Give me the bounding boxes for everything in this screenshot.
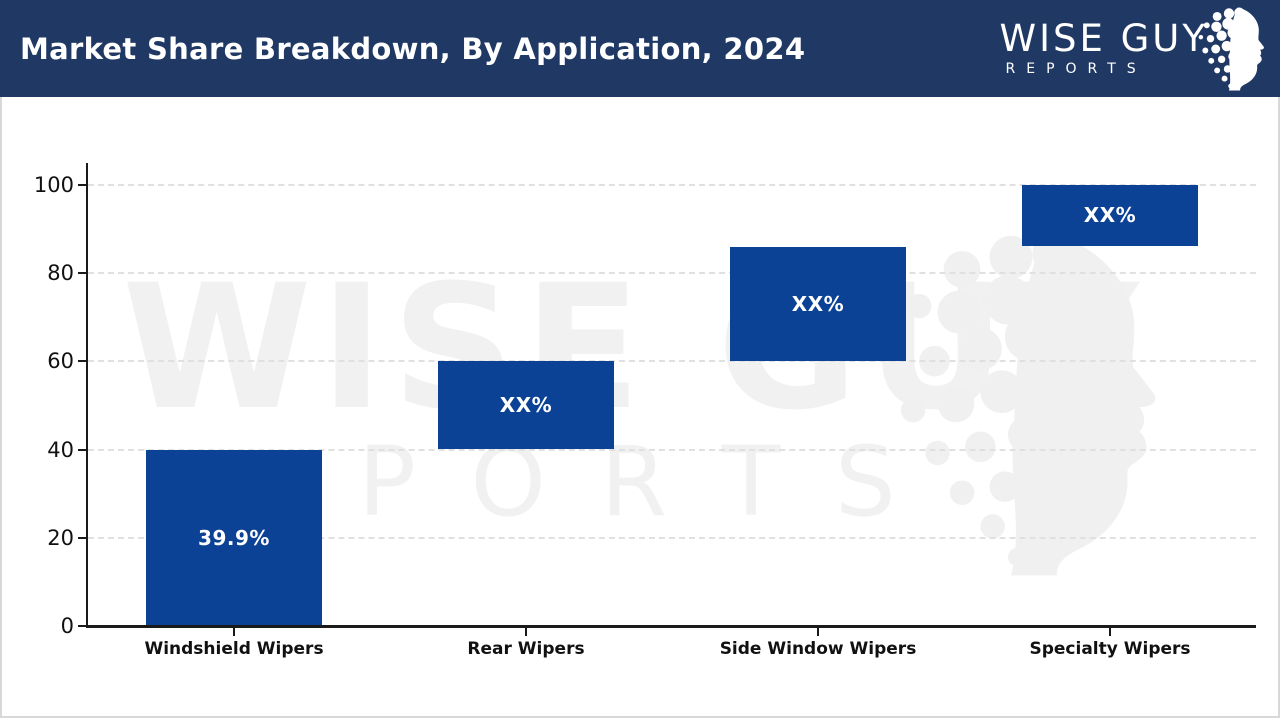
bar-value-label: 39.9% <box>198 526 270 550</box>
wise-guy-reports-logo: WISE GUY REPORTS <box>1000 7 1266 91</box>
y-gridline <box>88 184 1256 186</box>
y-gridline <box>88 272 1256 275</box>
watermark-head-graphic <box>885 232 1156 576</box>
category-label: Specialty Wipers <box>1029 639 1191 659</box>
bar-value-label: XX% <box>1083 203 1137 228</box>
y-axis-tick-label: 0 <box>60 614 74 638</box>
logo-head-icon <box>1198 7 1264 90</box>
y-axis-tick <box>78 360 88 363</box>
category-label: Side Window Wipers <box>719 639 917 659</box>
bar-segment: 39.9% <box>146 450 322 626</box>
y-axis-tick-label: 60 <box>47 349 74 374</box>
y-axis-tick-label: 40 <box>47 437 74 462</box>
y-axis-tick <box>78 448 88 451</box>
bar-segment: XX% <box>1022 185 1198 246</box>
header-bar: Market Share Breakdown, By Application, … <box>0 0 1280 97</box>
x-axis-tick <box>525 627 527 636</box>
x-axis-tick <box>817 627 819 636</box>
logo-text: WISE GUY REPORTS <box>1000 20 1208 77</box>
y-axis-tick <box>78 184 88 186</box>
y-gridline <box>88 360 1256 363</box>
y-axis-tick <box>78 272 88 275</box>
x-axis-line <box>86 625 1256 628</box>
y-axis-tick-label: 80 <box>47 261 74 286</box>
bar-segment: XX% <box>438 361 614 449</box>
category-label: Windshield Wipers <box>144 639 324 659</box>
x-axis-tick <box>1109 627 1111 636</box>
logo-subtext: REPORTS <box>1005 61 1147 77</box>
bar-segment: XX% <box>730 247 906 361</box>
y-axis-tick <box>78 536 88 539</box>
logo-wordmark: WISE GUY <box>999 17 1208 60</box>
y-axis-line <box>86 163 88 628</box>
bar-value-label: XX% <box>499 393 553 418</box>
x-axis-tick <box>233 627 235 636</box>
category-label: Rear Wipers <box>467 639 585 659</box>
bar-value-label: XX% <box>791 292 845 317</box>
y-axis-tick-label: 100 <box>33 173 74 197</box>
y-gridline <box>88 448 1256 451</box>
y-axis-tick-label: 20 <box>47 525 74 550</box>
y-gridline <box>88 536 1256 539</box>
y-axis-tick <box>78 625 88 627</box>
page-title: Market Share Breakdown, By Application, … <box>20 31 806 66</box>
